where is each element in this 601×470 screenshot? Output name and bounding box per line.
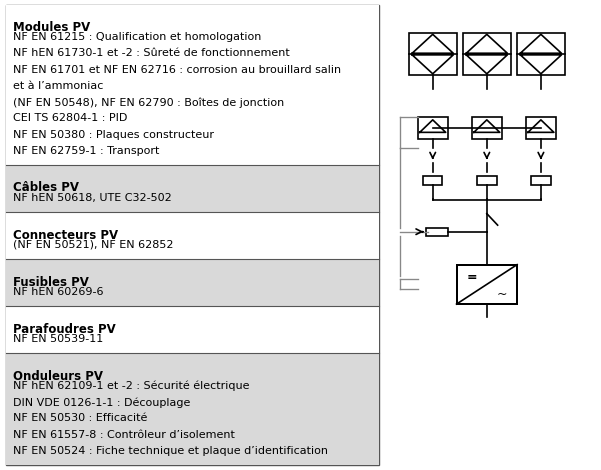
Text: Modules PV: Modules PV — [13, 21, 91, 34]
Text: =: = — [466, 271, 477, 284]
Bar — [517, 33, 565, 76]
Bar — [426, 227, 448, 236]
Text: NF EN 50539-11: NF EN 50539-11 — [13, 334, 104, 344]
Text: NF EN 61701 et NF EN 62716 : corrosion au brouillard salin: NF EN 61701 et NF EN 62716 : corrosion a… — [13, 65, 341, 75]
Text: Câbles PV: Câbles PV — [13, 181, 79, 195]
Bar — [477, 176, 496, 185]
Bar — [6, 306, 379, 353]
Text: (NF EN 50548), NF EN 62790 : Boîtes de jonction: (NF EN 50548), NF EN 62790 : Boîtes de j… — [13, 97, 285, 108]
Text: NF EN 50530 : Efficacité: NF EN 50530 : Efficacité — [13, 414, 148, 423]
Bar — [531, 176, 551, 185]
Text: (NF EN 50521), NF EN 62852: (NF EN 50521), NF EN 62852 — [13, 240, 174, 250]
Text: Parafoudres PV: Parafoudres PV — [13, 322, 116, 336]
Text: NF EN 50380 : Plaques constructeur: NF EN 50380 : Plaques constructeur — [13, 130, 215, 140]
Bar — [463, 33, 511, 76]
Bar — [457, 265, 517, 304]
Text: NF hEN 60269-6: NF hEN 60269-6 — [13, 287, 104, 297]
Text: NF hEN 50618, UTE C32-502: NF hEN 50618, UTE C32-502 — [13, 193, 172, 203]
Bar — [6, 259, 379, 306]
Text: NF EN 50524 : Fiche technique et plaque d’identification: NF EN 50524 : Fiche technique et plaque … — [13, 446, 329, 456]
Text: NF hEN 62109-1 et -2 : Sécurité électrique: NF hEN 62109-1 et -2 : Sécurité électriq… — [13, 381, 250, 392]
Bar — [423, 176, 442, 185]
Text: et à l’ammoniac: et à l’ammoniac — [13, 81, 104, 91]
Bar — [6, 165, 379, 212]
Bar — [6, 212, 379, 259]
Text: NF EN 61215 : Qualification et homologation: NF EN 61215 : Qualification et homologat… — [13, 32, 262, 42]
Text: NF EN 62759-1 : Transport: NF EN 62759-1 : Transport — [13, 146, 160, 156]
Bar — [409, 33, 457, 76]
Text: NF hEN 61730-1 et -2 : Sûreté de fonctionnement: NF hEN 61730-1 et -2 : Sûreté de fonctio… — [13, 48, 290, 58]
Text: Fusibles PV: Fusibles PV — [13, 275, 90, 289]
Bar — [526, 118, 556, 139]
Text: NF EN 61557-8 : Contrôleur d’isolement: NF EN 61557-8 : Contrôleur d’isolement — [13, 430, 236, 439]
Text: Onduleurs PV: Onduleurs PV — [13, 369, 103, 383]
Text: Connecteurs PV: Connecteurs PV — [13, 228, 118, 242]
Bar — [418, 118, 448, 139]
Text: CEI TS 62804-1 : PID: CEI TS 62804-1 : PID — [13, 113, 128, 123]
Bar — [6, 353, 379, 465]
Bar — [472, 118, 502, 139]
Text: ~: ~ — [496, 288, 507, 301]
Text: DIN VDE 0126-1-1 : Découplage: DIN VDE 0126-1-1 : Découplage — [13, 397, 191, 407]
Bar — [6, 5, 379, 165]
